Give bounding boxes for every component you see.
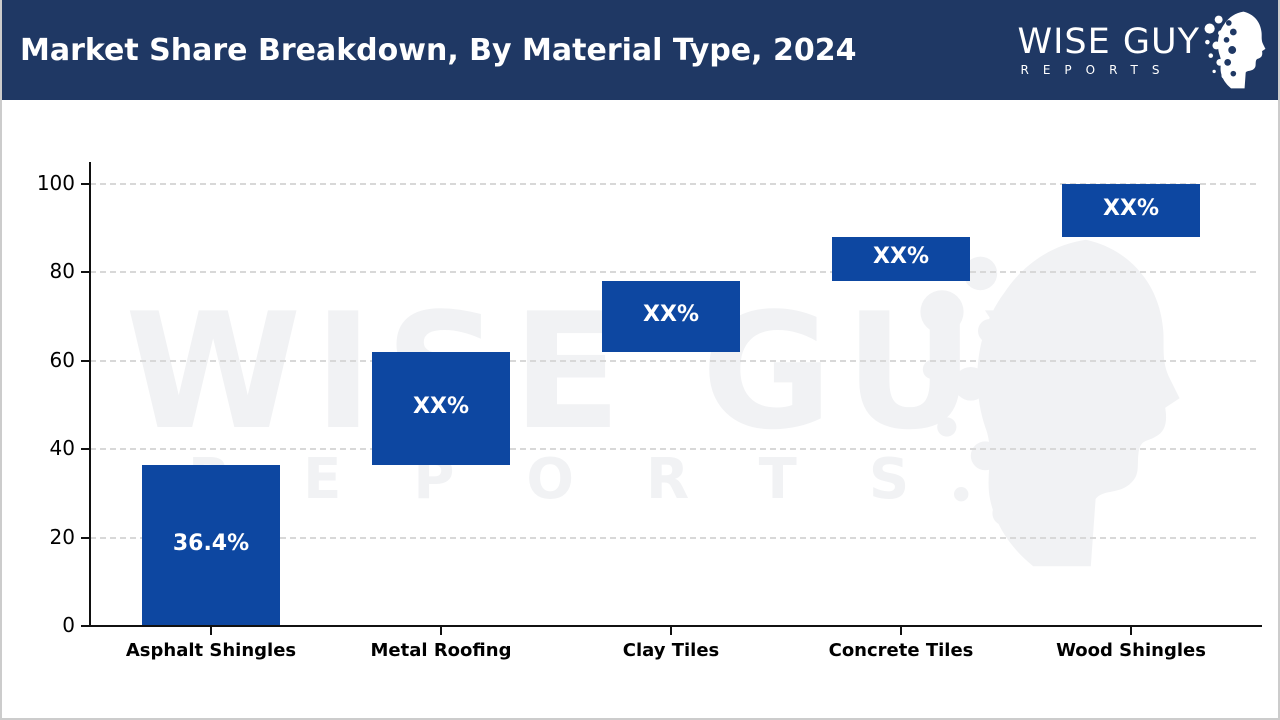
brand-name: WISE GUY — [1017, 22, 1200, 63]
bar-value-label: XX% — [643, 301, 699, 327]
x-axis-tick — [900, 627, 902, 635]
y-gridline — [90, 359, 1256, 362]
y-gridline — [90, 183, 1256, 185]
bar-value-label: XX% — [1103, 195, 1159, 221]
bar — [142, 465, 280, 626]
x-axis-tick — [210, 627, 212, 635]
y-axis-tick — [81, 271, 90, 274]
chart-title: Market Share Breakdown, By Material Type… — [20, 33, 857, 68]
bar — [1062, 184, 1200, 238]
x-axis-tick — [440, 627, 442, 635]
brand-subname: REPORTS — [1020, 62, 1174, 77]
x-axis-tick-label: Metal Roofing — [370, 640, 512, 661]
bar — [602, 281, 740, 352]
y-axis-tick-label: 20 — [49, 524, 75, 549]
y-axis-tick — [81, 183, 90, 185]
x-axis-tick — [1130, 627, 1132, 635]
x-axis-tick-label: Concrete Tiles — [828, 640, 974, 661]
y-axis-tick — [81, 448, 90, 451]
x-axis-tick — [670, 627, 672, 635]
bar — [372, 351, 510, 466]
y-axis-tick-label: 0 — [62, 613, 75, 637]
head-profile-icon — [1204, 11, 1266, 89]
y-axis-tick-label: 60 — [49, 347, 75, 372]
y-axis-tick — [81, 359, 90, 362]
watermark-brand-subtext: REPORTS — [188, 447, 982, 512]
y-axis-tick-label: 80 — [49, 259, 75, 284]
bar-value-label: 36.4% — [172, 530, 250, 556]
y-axis-line — [89, 162, 91, 627]
brand-logo-text: WISE GUY REPORTS — [1017, 23, 1200, 77]
y-axis-tick-label: 40 — [49, 436, 75, 461]
y-axis-tick — [81, 536, 90, 539]
x-axis-tick-label: Clay Tiles — [622, 640, 720, 661]
brand-logo: WISE GUY REPORTS — [1017, 10, 1266, 90]
y-axis-tick — [81, 625, 90, 627]
watermark-head-icon — [920, 239, 1180, 567]
y-gridline — [90, 536, 1256, 539]
x-axis-tick-label: Wood Shingles — [1056, 640, 1206, 661]
bar-value-label: XX% — [413, 393, 469, 419]
bar-value-label: XX% — [873, 244, 929, 270]
y-gridline — [90, 448, 1256, 451]
x-axis-line — [88, 625, 1262, 627]
y-gridline — [90, 271, 1256, 274]
header-bar: Market Share Breakdown, By Material Type… — [0, 0, 1280, 100]
bar — [832, 237, 970, 282]
y-axis-tick-label: 100 — [36, 171, 75, 195]
x-axis-tick-label: Asphalt Shingles — [125, 640, 297, 661]
